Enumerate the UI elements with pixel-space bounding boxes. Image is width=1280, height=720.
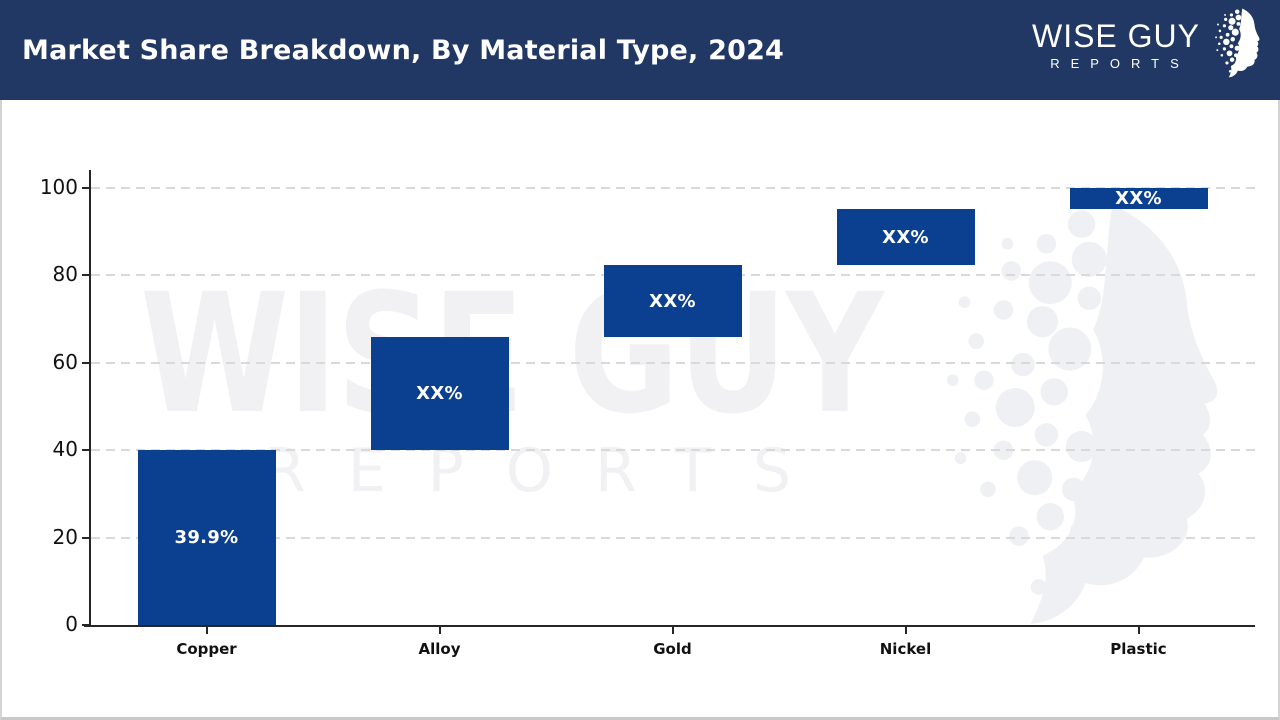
logo-text: WISE GUY REPORTS <box>1031 18 1200 71</box>
logo-wordmark: WISE GUY <box>1031 18 1200 55</box>
x-tick-label: Alloy <box>418 640 461 658</box>
y-tick-mark <box>82 361 90 364</box>
watermark-subtitle: REPORTS <box>264 436 834 506</box>
y-tick-label: 80 <box>52 262 78 286</box>
watermark-wordmark: WISE GUY <box>140 258 884 450</box>
chart-area: WISE GUY REPORTS 0 20 40 60 80 100 39.9% Copper… <box>0 100 1280 720</box>
gridline <box>91 536 1255 539</box>
y-tick-mark <box>82 536 90 539</box>
x-tick-mark <box>1137 627 1140 634</box>
bar-value-label: XX% <box>882 226 929 248</box>
x-tick-mark <box>438 627 441 634</box>
gridline <box>91 186 1255 189</box>
y-tick-mark <box>82 449 90 451</box>
x-tick-mark <box>205 627 208 634</box>
x-tick-label: Plastic <box>1110 640 1167 658</box>
bar: XX% <box>370 337 509 451</box>
y-tick-mark <box>82 274 90 276</box>
bar-value-label: XX% <box>1115 187 1162 209</box>
bar-value-label: XX% <box>416 383 463 405</box>
bar-value-label: 39.9% <box>174 527 239 549</box>
x-axis-line <box>84 625 1255 627</box>
x-tick-mark <box>671 627 674 634</box>
x-tick-label: Nickel <box>879 640 932 658</box>
logo-subtitle: REPORTS <box>1050 55 1190 71</box>
x-tick-label: Gold <box>653 640 692 658</box>
bar: XX% <box>603 265 742 338</box>
y-tick-mark <box>82 186 90 189</box>
gridline <box>91 361 1255 364</box>
x-tick-mark <box>904 627 907 634</box>
y-tick-label: 40 <box>52 437 78 461</box>
page-title: Market Share Breakdown, By Material Type… <box>22 34 785 66</box>
y-axis-line <box>89 170 91 627</box>
bar: 39.9% <box>137 450 276 625</box>
y-tick-label: 60 <box>52 349 78 374</box>
bar: XX% <box>1069 187 1208 209</box>
x-tick-label: Copper <box>176 640 237 658</box>
y-tick-label: 20 <box>52 524 78 549</box>
bar: XX% <box>836 208 975 266</box>
header: Market Share Breakdown, By Material Type… <box>0 0 1280 100</box>
y-tick-label: 100 <box>39 174 78 199</box>
gridline <box>91 449 1255 451</box>
y-tick-label: 0 <box>65 612 78 636</box>
wise-guy-logo: WISE GUY REPORTS <box>1032 6 1266 84</box>
bar-value-label: XX% <box>649 290 696 312</box>
dotted-head-profile-icon <box>1215 8 1260 78</box>
y-tick-mark <box>82 624 90 626</box>
